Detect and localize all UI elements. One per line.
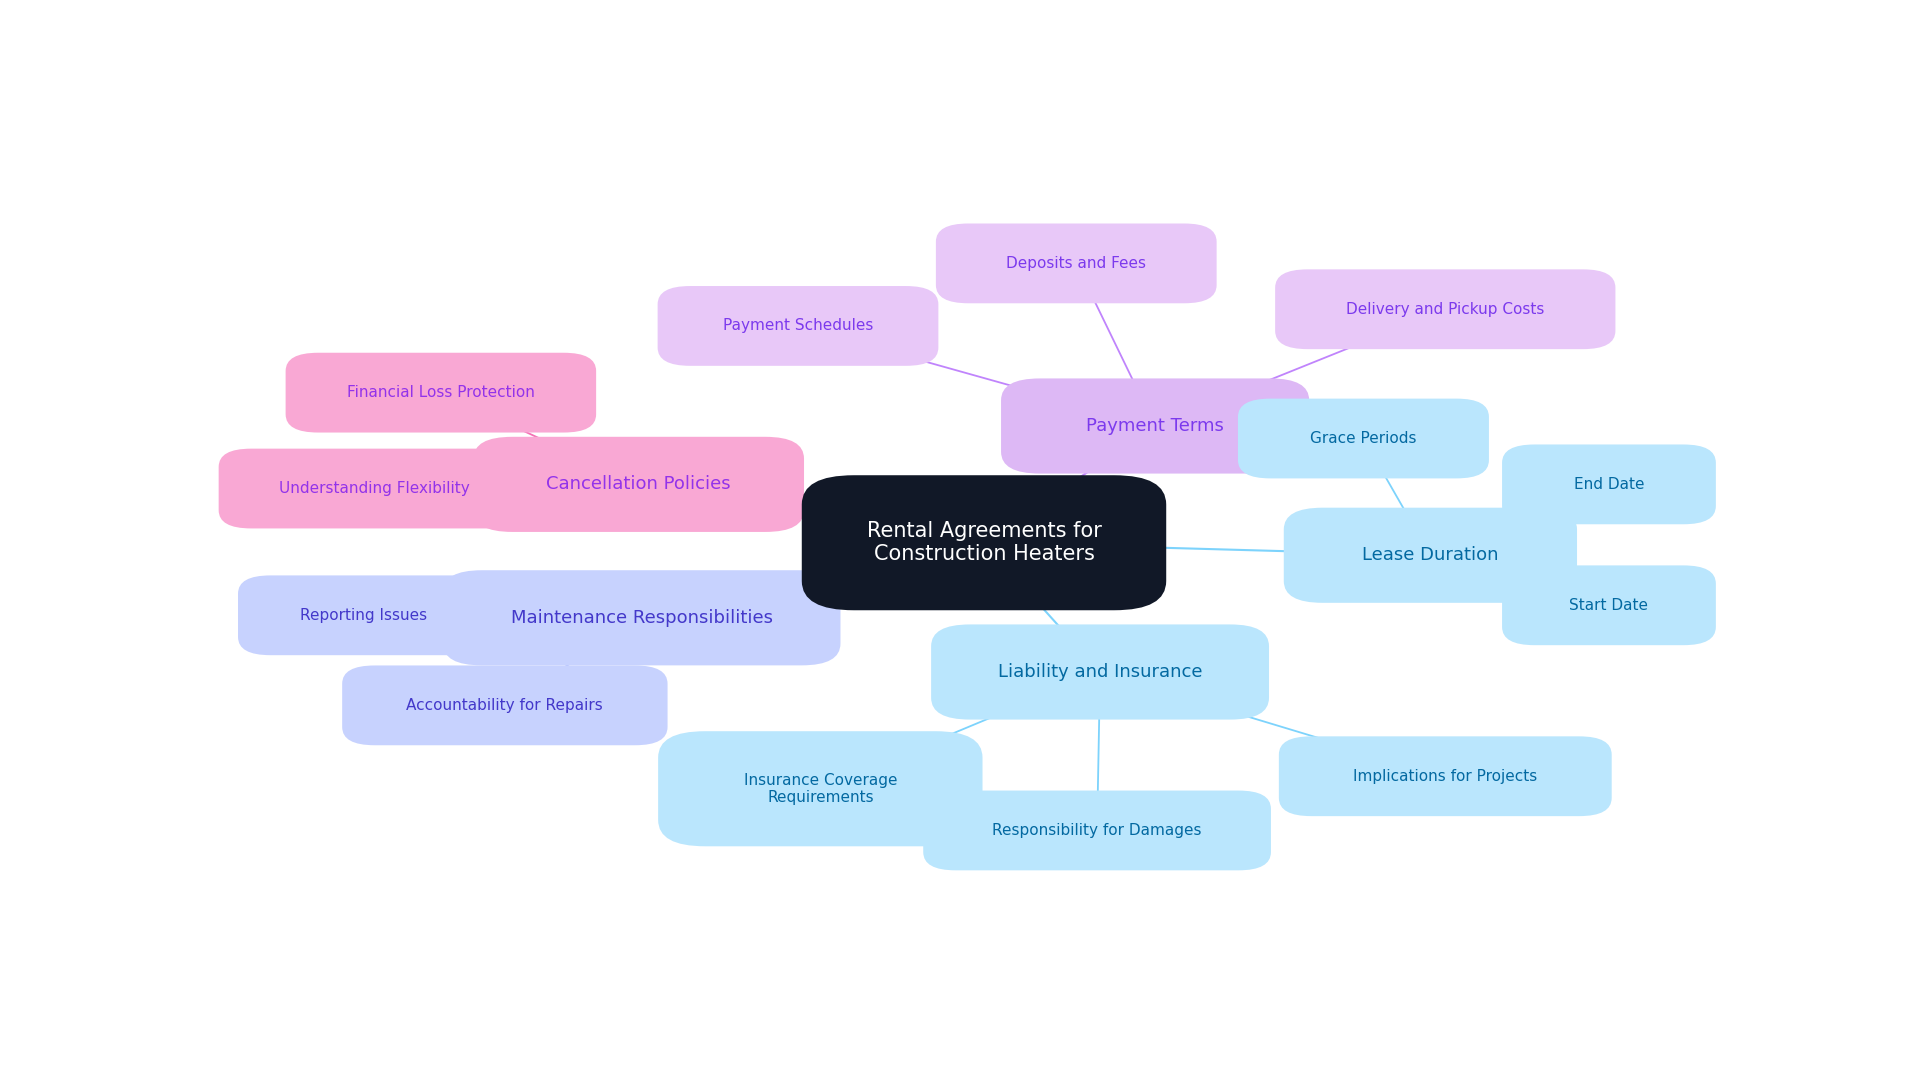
FancyBboxPatch shape xyxy=(1284,508,1576,603)
Text: Payment Terms: Payment Terms xyxy=(1087,417,1225,435)
Text: Understanding Flexibility: Understanding Flexibility xyxy=(278,481,468,496)
FancyBboxPatch shape xyxy=(1501,444,1716,524)
Text: End Date: End Date xyxy=(1574,477,1644,492)
Text: Liability and Insurance: Liability and Insurance xyxy=(998,663,1202,681)
Text: Grace Periods: Grace Periods xyxy=(1309,431,1417,446)
Text: Payment Schedules: Payment Schedules xyxy=(722,318,874,334)
FancyBboxPatch shape xyxy=(803,475,1165,610)
Text: Accountability for Repairs: Accountability for Repairs xyxy=(407,697,603,713)
FancyBboxPatch shape xyxy=(342,665,668,745)
FancyBboxPatch shape xyxy=(659,731,983,846)
Text: Cancellation Policies: Cancellation Policies xyxy=(547,475,732,494)
Text: Implications for Projects: Implications for Projects xyxy=(1354,769,1538,784)
FancyBboxPatch shape xyxy=(924,791,1271,871)
Text: Reporting Issues: Reporting Issues xyxy=(300,608,426,623)
Text: Deposits and Fees: Deposits and Fees xyxy=(1006,256,1146,271)
FancyBboxPatch shape xyxy=(444,571,841,665)
FancyBboxPatch shape xyxy=(238,575,490,655)
FancyBboxPatch shape xyxy=(474,436,804,532)
FancyBboxPatch shape xyxy=(286,353,595,432)
FancyBboxPatch shape xyxy=(931,625,1269,719)
Text: Delivery and Pickup Costs: Delivery and Pickup Costs xyxy=(1346,302,1544,316)
Text: Rental Agreements for
Construction Heaters: Rental Agreements for Construction Heate… xyxy=(866,521,1102,564)
Text: Maintenance Responsibilities: Maintenance Responsibilities xyxy=(511,609,772,627)
Text: Insurance Coverage
Requirements: Insurance Coverage Requirements xyxy=(743,772,897,805)
FancyBboxPatch shape xyxy=(219,448,530,529)
FancyBboxPatch shape xyxy=(1275,270,1615,349)
Text: Lease Duration: Lease Duration xyxy=(1361,546,1500,564)
Text: Responsibility for Damages: Responsibility for Damages xyxy=(993,823,1202,838)
FancyBboxPatch shape xyxy=(1279,736,1611,817)
FancyBboxPatch shape xyxy=(1000,378,1309,473)
Text: Start Date: Start Date xyxy=(1569,598,1649,613)
FancyBboxPatch shape xyxy=(935,223,1217,303)
FancyBboxPatch shape xyxy=(1238,399,1488,479)
FancyBboxPatch shape xyxy=(1501,565,1716,645)
Text: Financial Loss Protection: Financial Loss Protection xyxy=(348,386,536,400)
FancyBboxPatch shape xyxy=(659,286,939,366)
